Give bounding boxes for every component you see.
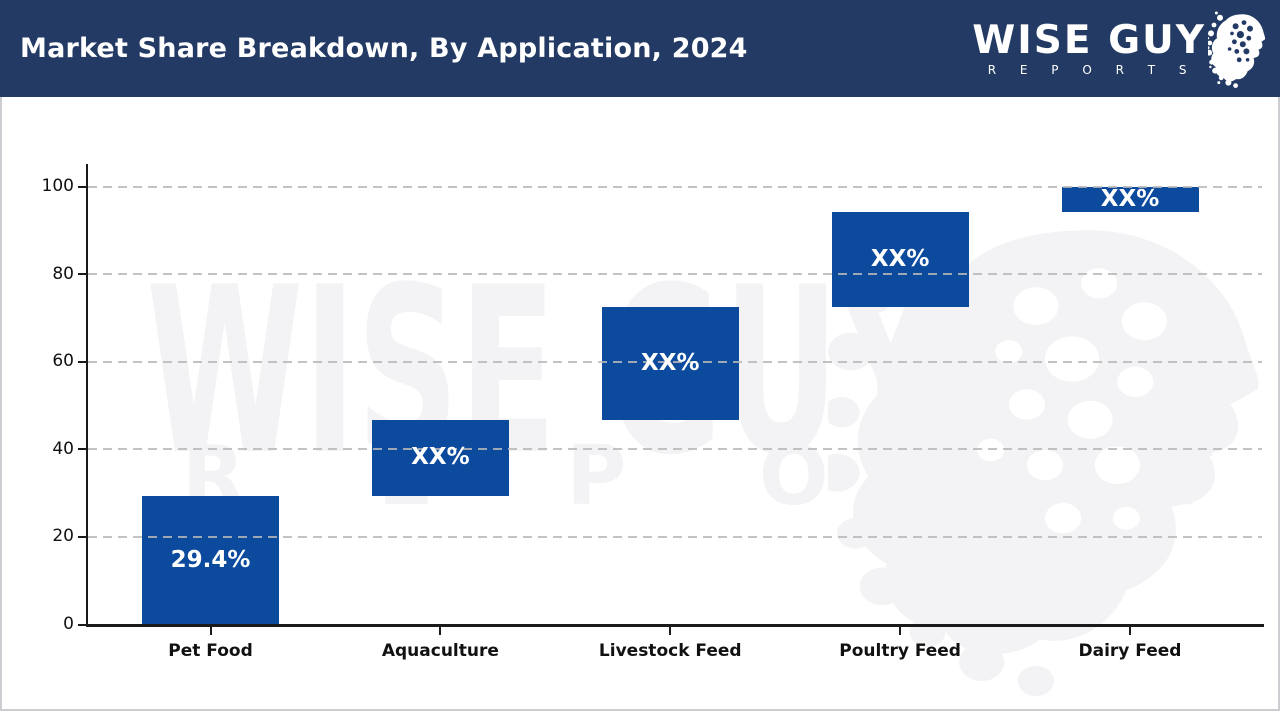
bar-livestock-feed	[601, 307, 739, 420]
y-tick-mark	[78, 360, 87, 363]
y-tick-mark	[78, 448, 87, 451]
x-tick-mark	[209, 627, 212, 635]
y-tick-label: 0	[63, 614, 74, 634]
page-title: Market Share Breakdown, By Application, …	[20, 33, 748, 64]
bar-dairy-feed	[1061, 186, 1199, 212]
bar-value-label: XX%	[870, 246, 930, 273]
x-tick-mark	[669, 627, 672, 635]
gridline-y100	[88, 185, 1262, 188]
x-tick-mark	[899, 627, 902, 635]
y-tick-mark	[78, 623, 87, 626]
x-tick-mark	[439, 627, 442, 635]
y-tick-label: 40	[52, 438, 74, 459]
x-axis-spine	[86, 624, 1264, 627]
bar-value-label: XX%	[1100, 185, 1160, 212]
y-tick-label: 20	[52, 526, 74, 547]
x-category-label-livestock-feed: Livestock Feed	[598, 641, 742, 661]
y-tick-mark	[78, 273, 87, 276]
bar-poultry-feed	[831, 211, 969, 308]
gridline-y80	[88, 273, 1262, 276]
y-tick-label: 100	[41, 176, 74, 196]
y-tick-label: 60	[52, 351, 74, 372]
x-category-label-aquaculture: Aquaculture	[381, 641, 499, 661]
x-category-label-pet-food: Pet Food	[168, 641, 253, 661]
bar-pet-food	[142, 495, 279, 625]
y-tick-mark	[78, 185, 87, 188]
gridline-y60	[88, 360, 1262, 363]
x-category-label-dairy-feed: Dairy Feed	[1078, 641, 1182, 661]
bar-value-label: XX%	[640, 349, 700, 376]
x-tick-mark	[1129, 627, 1131, 635]
gridline-y40	[88, 448, 1262, 451]
x-category-label-poultry-feed: Poultry Feed	[839, 641, 961, 661]
y-tick-mark	[78, 535, 87, 538]
gridline-y20	[88, 535, 1262, 538]
bar-value-label: XX%	[411, 444, 470, 471]
bar-aquaculture	[371, 419, 509, 496]
logo-wordmark: WISE GUY	[972, 18, 1206, 63]
y-axis-spine	[86, 164, 88, 626]
logo-head-icon	[1208, 11, 1266, 88]
logo-subtitle: R E P O R T S	[987, 63, 1197, 77]
y-tick-label: 80	[52, 263, 74, 284]
bar-value-label: 29.4%	[170, 546, 251, 573]
header-bar: Market Share Breakdown, By Application, …	[0, 0, 1280, 97]
brand-logo: WISE GUY R E P O R T S	[972, 6, 1268, 92]
